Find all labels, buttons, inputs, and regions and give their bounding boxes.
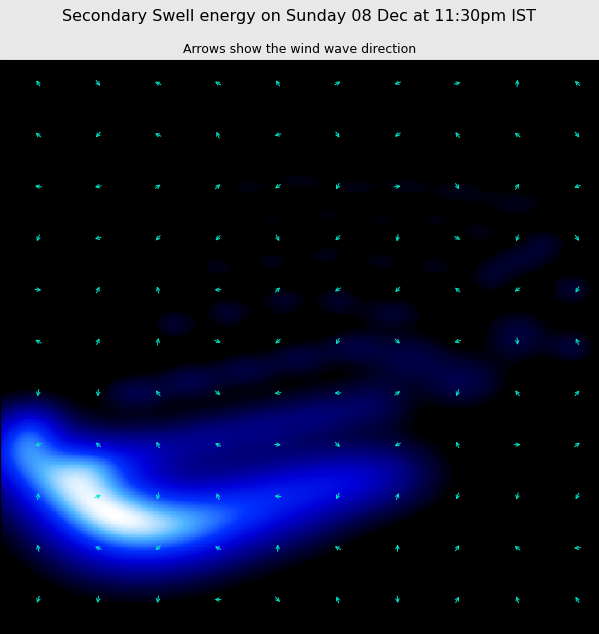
- Text: Secondary Swell energy on Sunday 08 Dec at 11:30pm IST: Secondary Swell energy on Sunday 08 Dec …: [62, 10, 537, 24]
- Text: Arrows show the wind wave direction: Arrows show the wind wave direction: [183, 43, 416, 56]
